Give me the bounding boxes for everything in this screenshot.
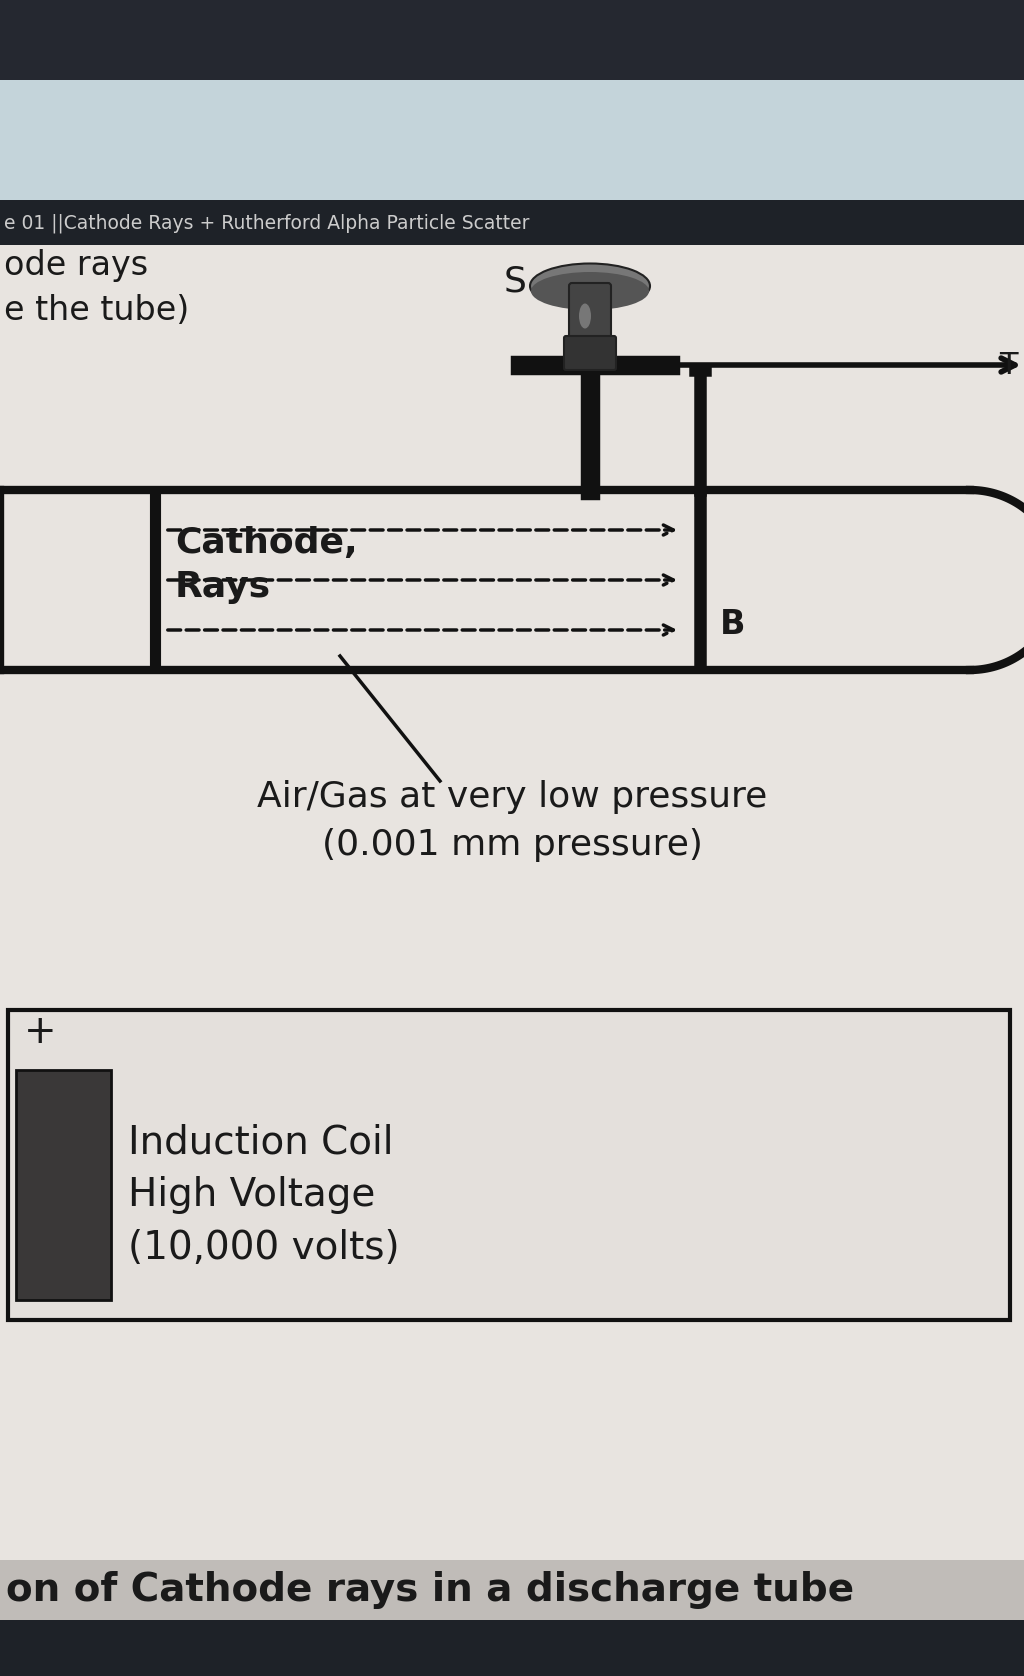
FancyBboxPatch shape bbox=[569, 283, 611, 349]
Text: B: B bbox=[720, 608, 745, 642]
Bar bbox=[0, 80, 1024, 199]
Bar bbox=[0, 1621, 1024, 1676]
Text: ode rays: ode rays bbox=[4, 250, 148, 283]
Bar bbox=[0, 199, 1024, 1580]
Bar bbox=[0, 1560, 1024, 1621]
Text: S: S bbox=[504, 265, 526, 298]
Ellipse shape bbox=[579, 303, 591, 328]
Text: e the tube): e the tube) bbox=[4, 295, 189, 327]
Text: T: T bbox=[999, 350, 1018, 379]
Text: on of Cathode rays in a discharge tube: on of Cathode rays in a discharge tube bbox=[6, 1570, 854, 1609]
Bar bbox=[0, 0, 1024, 80]
Text: Cathode,
Rays: Cathode, Rays bbox=[175, 526, 357, 605]
Bar bbox=[16, 1069, 111, 1301]
Bar bbox=[8, 1011, 1010, 1321]
Bar bbox=[0, 199, 1024, 245]
Text: Induction Coil
High Voltage
(10,000 volts): Induction Coil High Voltage (10,000 volt… bbox=[128, 1123, 399, 1267]
Ellipse shape bbox=[531, 272, 649, 310]
Text: Air/Gas at very low pressure
(0.001 mm pressure): Air/Gas at very low pressure (0.001 mm p… bbox=[257, 781, 767, 861]
Text: +: + bbox=[24, 1012, 56, 1051]
Ellipse shape bbox=[530, 263, 650, 308]
Text: e 01 ||Cathode Rays + Rutherford Alpha Particle Scatter: e 01 ||Cathode Rays + Rutherford Alpha P… bbox=[4, 213, 529, 233]
FancyBboxPatch shape bbox=[564, 335, 616, 370]
